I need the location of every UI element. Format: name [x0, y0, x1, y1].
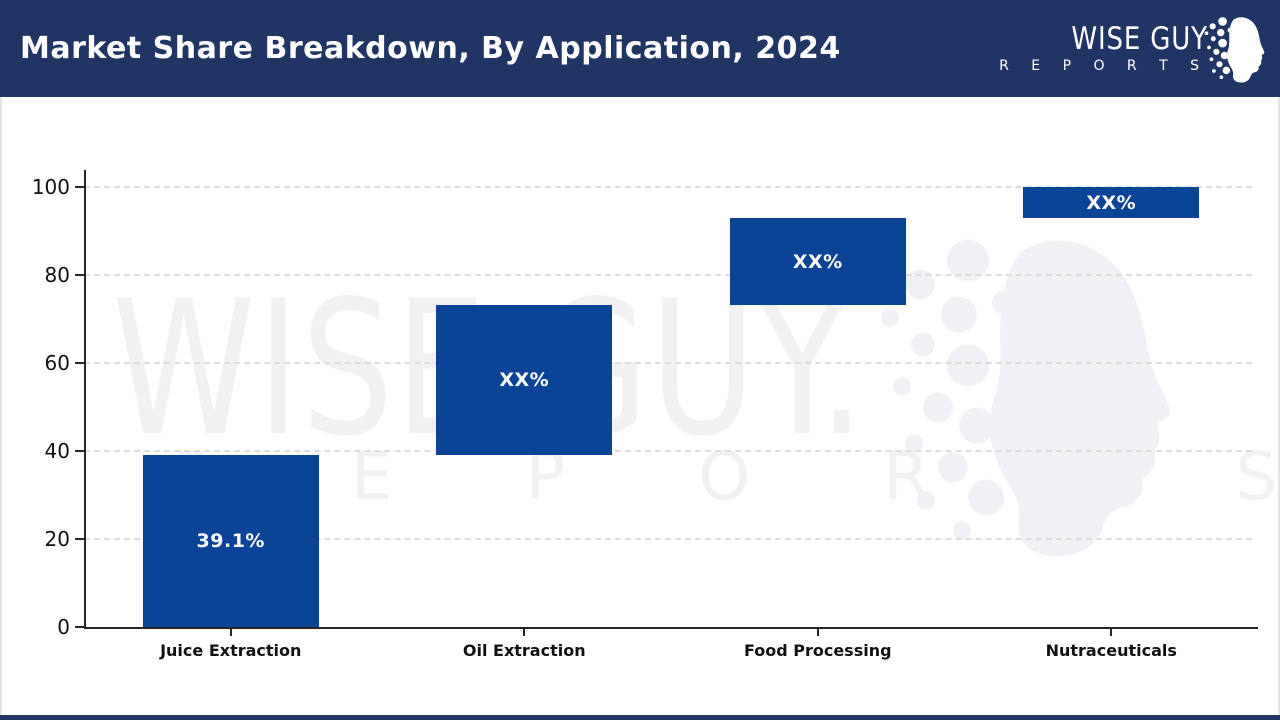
- category-label-food-processing: Food Processing: [743, 641, 892, 660]
- category-label-nutraceuticals: Nutraceuticals: [1045, 641, 1177, 660]
- gridline-20: [84, 538, 1252, 540]
- bar-oil-extraction: XX%: [436, 304, 613, 455]
- y-tick-60: [75, 362, 84, 364]
- y-tick-20: [75, 538, 84, 540]
- y-tick-label: 20: [44, 527, 70, 551]
- x-tick-nutraceuticals: [1110, 629, 1113, 636]
- category-label-oil-extraction: Oil Extraction: [462, 641, 586, 660]
- gridline-40: [84, 450, 1252, 452]
- wiseguy-logo: WISE GUY R E P O R T S: [999, 4, 1266, 94]
- y-tick-0: [75, 626, 84, 628]
- y-tick-label: 100: [31, 175, 70, 199]
- logo-subtitle: R E P O R T S: [999, 58, 1208, 74]
- wiseguy-logo-text: WISE GUY R E P O R T S: [999, 21, 1208, 74]
- x-tick-oil-extraction: [523, 629, 526, 636]
- bar-label-oil-extraction: XX%: [499, 368, 550, 391]
- wiseguy-face-icon: [1204, 17, 1265, 83]
- bar-juice-extraction: 39.1%: [142, 454, 319, 627]
- x-axis-line: [84, 627, 1258, 629]
- gridline-60: [84, 362, 1252, 364]
- bar-food-processing: XX%: [729, 218, 906, 305]
- bar-label-food-processing: XX%: [792, 250, 843, 273]
- y-tick-100: [75, 186, 84, 188]
- header: Market Share Breakdown, By Application, …: [0, 0, 1280, 97]
- bar-label-nutraceuticals: XX%: [1086, 191, 1137, 214]
- bar-label-juice-extraction: 39.1%: [196, 529, 265, 552]
- logo-wordmark: WISE GUY: [1071, 21, 1208, 57]
- x-tick-juice-extraction: [229, 629, 232, 636]
- bar-nutraceuticals: XX%: [1023, 187, 1200, 219]
- page-title: Market Share Breakdown, By Application, …: [20, 31, 841, 66]
- gridline-100: [84, 186, 1252, 188]
- footer-strip: [0, 715, 1280, 720]
- y-tick-label: 80: [44, 263, 70, 287]
- y-tick-label: 40: [44, 439, 70, 463]
- y-tick-label: 60: [44, 351, 70, 375]
- gridline-80: [84, 274, 1252, 276]
- category-label-juice-extraction: Juice Extraction: [160, 641, 302, 660]
- y-axis-line: [84, 170, 86, 629]
- y-tick-80: [75, 274, 84, 276]
- x-tick-food-processing: [816, 629, 819, 636]
- y-tick-40: [75, 450, 84, 452]
- y-tick-label: 0: [57, 615, 70, 639]
